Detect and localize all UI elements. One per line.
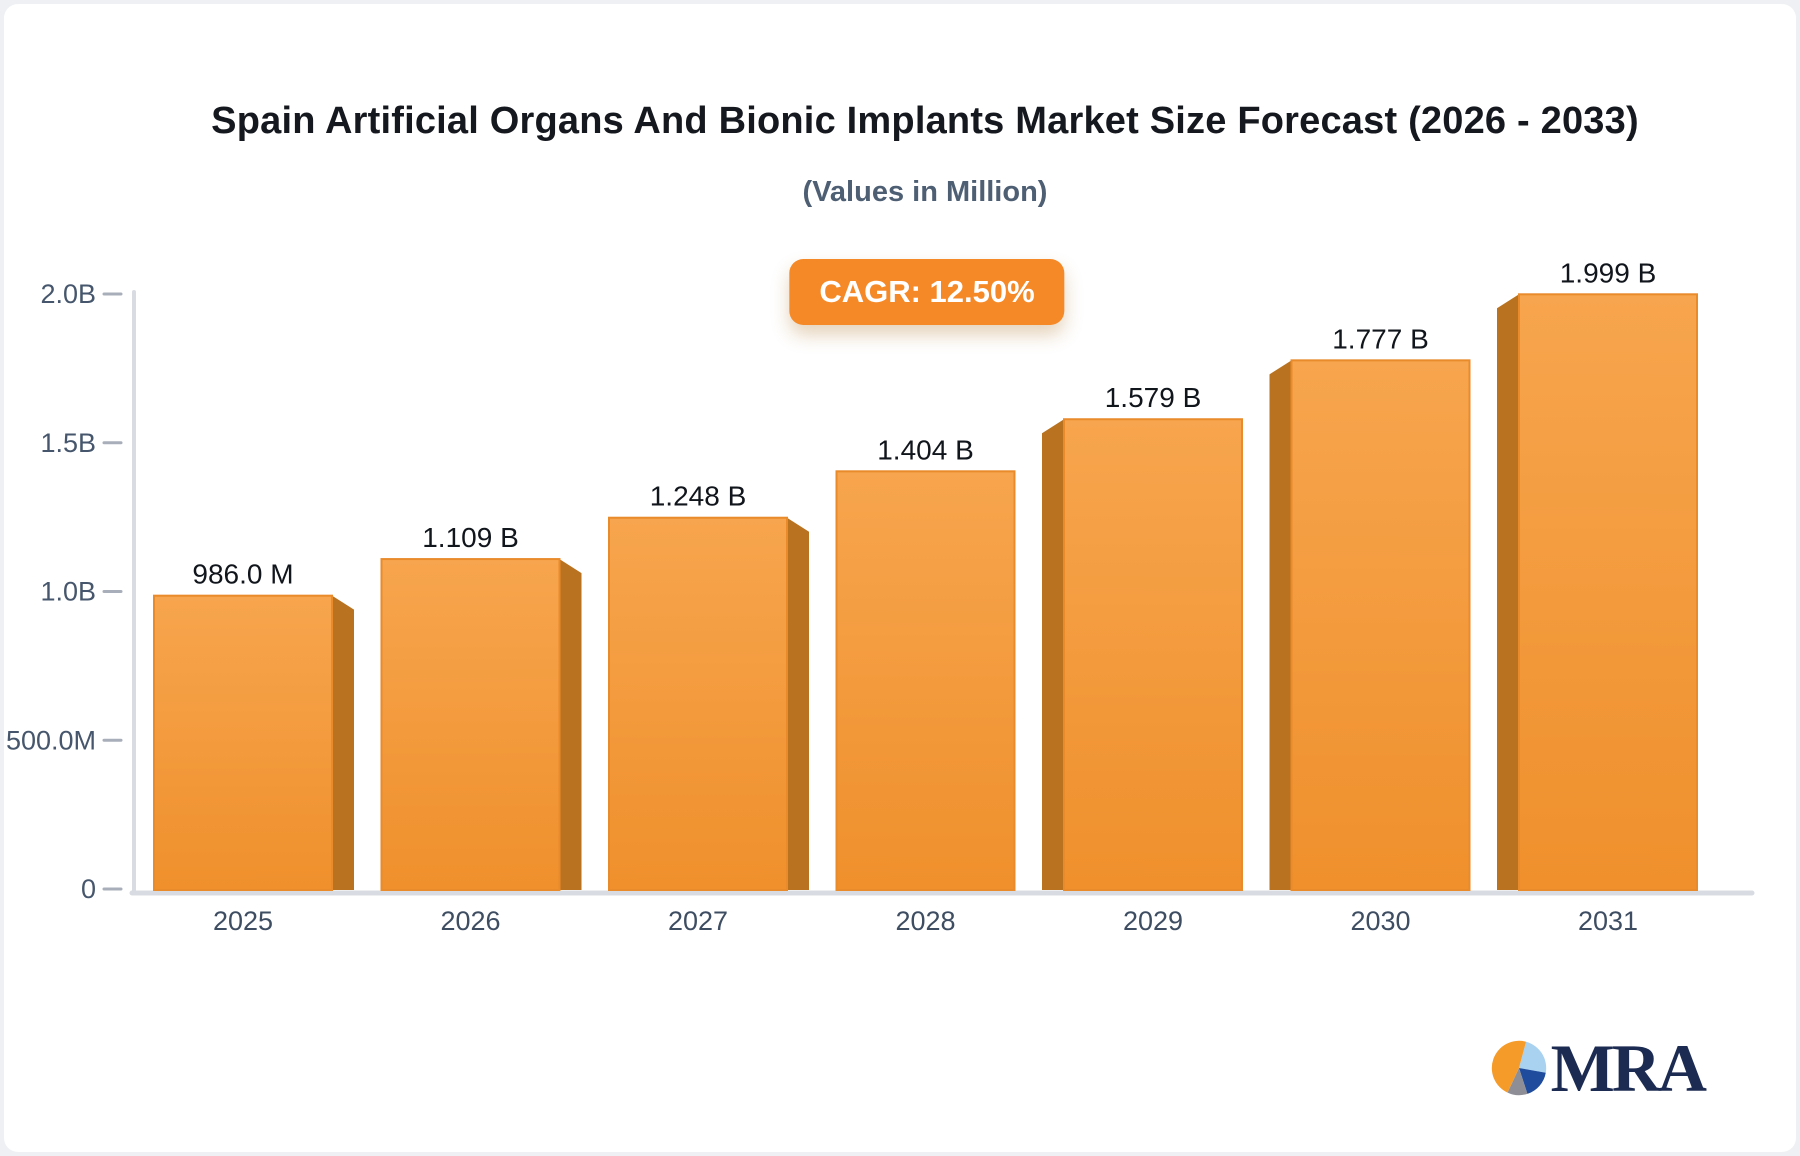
y-tick-label: 500.0M — [6, 725, 96, 755]
bar-value-label: 1.109 B — [422, 522, 519, 553]
x-tick-label: 2031 — [1578, 906, 1638, 936]
y-tick-label: 1.5B — [40, 428, 96, 458]
bar-group-2029: 1.579 B 2029 — [1042, 382, 1243, 936]
bar-value-label: 986.0 M — [192, 559, 293, 590]
brand-logo[interactable]: MRA — [1490, 1030, 1707, 1106]
bar-chart: 0 500.0M 1.0B 1.5B 2.0B 986.0 M 2025 1.109 B 202… — [6, 257, 1755, 936]
bar-2028[interactable] — [835, 470, 1016, 891]
bar-value-label: 1.248 B — [650, 481, 747, 512]
logo-pie-gray-slice — [1507, 1068, 1527, 1096]
y-tick-label: 0 — [81, 874, 96, 904]
bar-side-face — [1269, 360, 1292, 890]
x-tick-label: 2029 — [1123, 906, 1183, 936]
bar-value-label: 1.579 B — [1105, 382, 1202, 413]
bar-side-face — [332, 595, 354, 890]
bar-value-label: 1.404 B — [877, 434, 974, 465]
cagr-badge: CAGR: 12.50% — [789, 259, 1065, 325]
bar-group-2028: 1.404 B 2028 — [835, 434, 1016, 936]
bar-group-2025: 986.0 M 2025 — [153, 559, 354, 936]
chart-subtitle: (Values in Million) — [802, 176, 1048, 208]
y-tick-label: 1.0B — [40, 577, 96, 607]
bar-group-2027: 1.248 B 2027 — [608, 481, 809, 936]
bar-value-label: 1.999 B — [1560, 257, 1657, 288]
bar-side-face — [1042, 419, 1064, 890]
x-tick-label: 2026 — [440, 906, 500, 936]
logo-pie-darkblue-slice — [1518, 1068, 1546, 1094]
x-tick-label: 2030 — [1350, 906, 1410, 936]
logo-pie-lightblue-slice — [1518, 1041, 1546, 1073]
bar-group-2031: 1.999 B 2031 — [1497, 257, 1698, 936]
x-tick-label: 2025 — [213, 906, 273, 936]
bar-2030[interactable] — [1290, 359, 1471, 891]
bar-group-2026: 1.109 B 2026 — [380, 522, 582, 936]
bar-2025[interactable] — [153, 594, 333, 891]
x-tick-label: 2028 — [895, 906, 955, 936]
bar-side-face — [559, 559, 582, 890]
bar-2031[interactable] — [1518, 293, 1698, 891]
y-tick-label: 2.0B — [40, 279, 96, 309]
bar-side-face — [1497, 294, 1519, 890]
bar-2027[interactable] — [608, 516, 788, 891]
bar-side-face — [787, 517, 809, 890]
logo-pie-icon — [1491, 1040, 1546, 1096]
bar-group-2030: 1.777 B 2030 — [1269, 323, 1471, 936]
chart-title: Spain Artificial Organs And Bionic Impla… — [211, 100, 1639, 142]
x-tick-label: 2027 — [668, 906, 728, 936]
bar-2026[interactable] — [380, 558, 561, 891]
bar-2029[interactable] — [1063, 418, 1243, 891]
logo-pie-orange-slice — [1491, 1040, 1526, 1093]
logo-text: MRA — [1550, 1030, 1707, 1106]
chart-card: Spain Artificial Organs And Bionic Impla… — [4, 4, 1796, 1152]
bar-value-label: 1.777 B — [1332, 323, 1429, 354]
